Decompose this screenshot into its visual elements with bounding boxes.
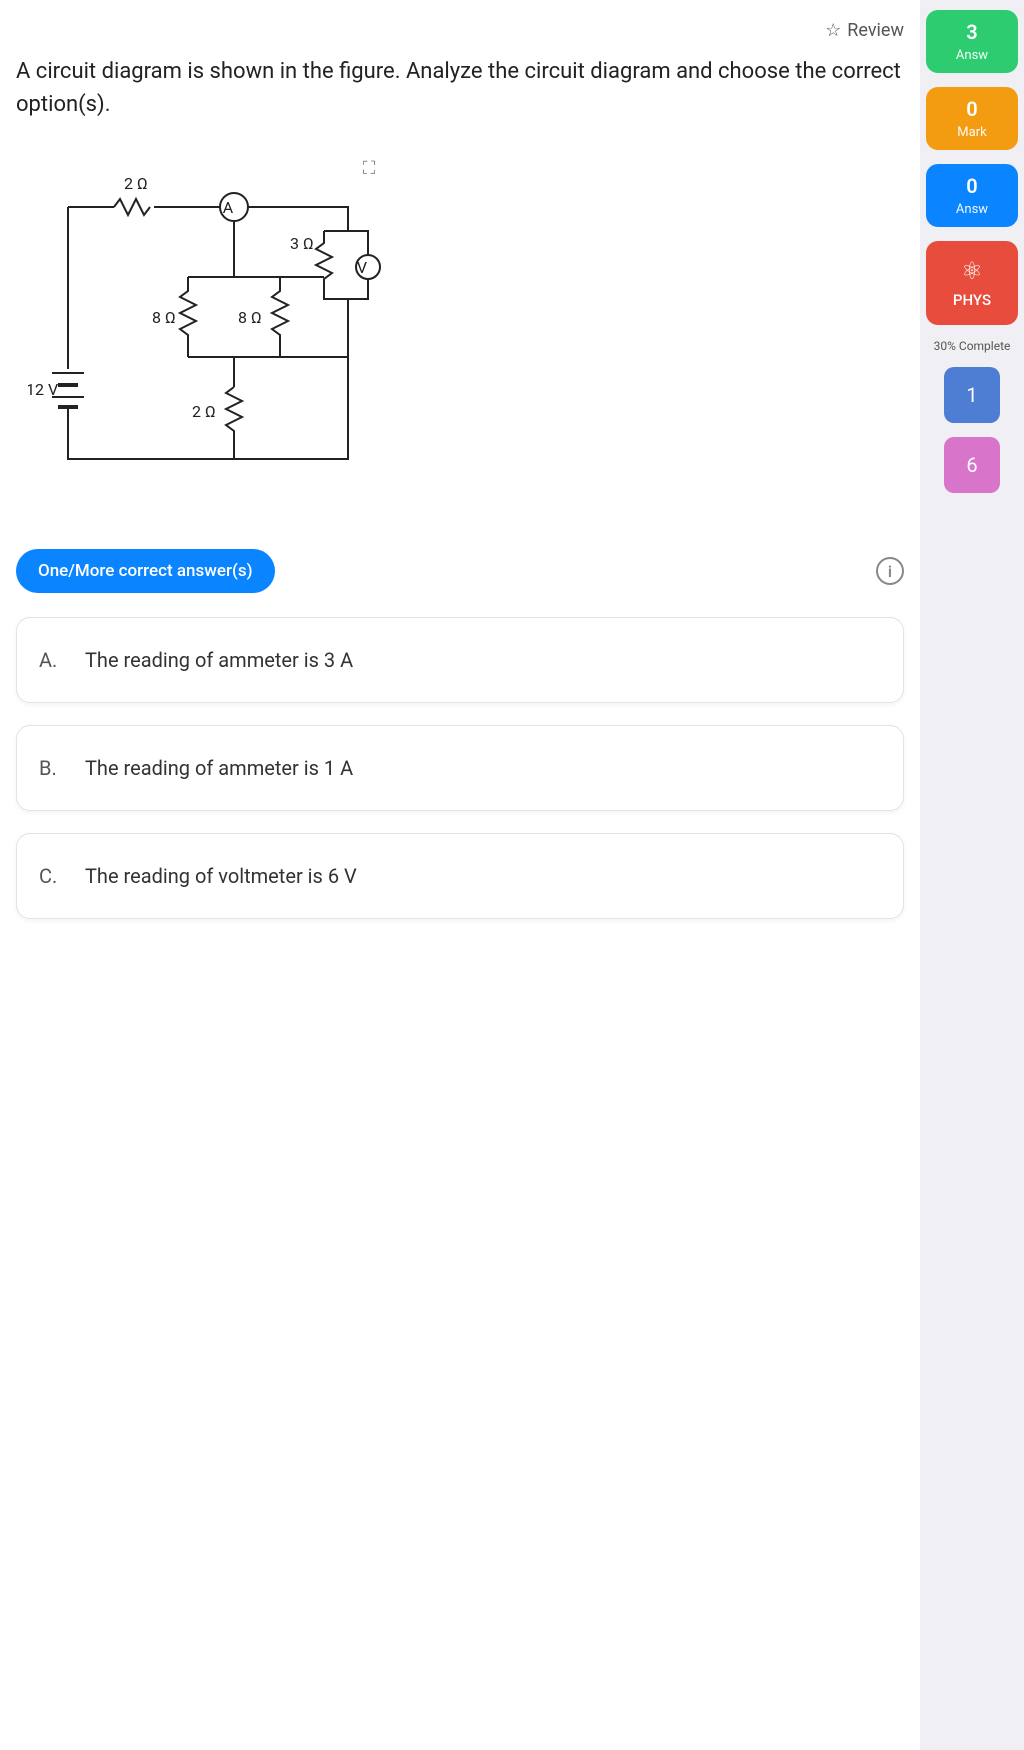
stat-answered[interactable]: 3 Answ — [926, 10, 1018, 73]
option-text: The reading of voltmeter is 6 V — [85, 864, 357, 888]
stat-label: Answ — [956, 48, 988, 63]
stat-count: 0 — [966, 97, 977, 121]
voltmeter-label: V — [357, 258, 367, 277]
expand-icon[interactable]: ⛶ — [356, 155, 382, 181]
stat-count: 0 — [966, 174, 977, 198]
question-text: A circuit diagram is shown in the figure… — [16, 55, 904, 121]
r-2ohm-top: 2 Ω — [124, 174, 148, 193]
question-nav-1[interactable]: 1 — [944, 367, 1000, 423]
info-icon[interactable]: i — [876, 557, 904, 585]
star-icon: ☆ — [825, 20, 841, 41]
review-toggle[interactable]: ☆ Review — [16, 20, 904, 41]
option-text: The reading of ammeter is 1 A — [85, 756, 353, 780]
option-a[interactable]: A. The reading of ammeter is 3 A — [16, 617, 904, 703]
review-label: Review — [847, 20, 904, 41]
option-letter: C. — [39, 864, 65, 888]
r-8ohm-right: 8 Ω — [238, 308, 262, 327]
subject-card[interactable]: ⚛ PHYS — [926, 241, 1018, 325]
stat-count: 3 — [966, 20, 977, 44]
question-nav-6[interactable]: 6 — [944, 437, 1000, 493]
option-c[interactable]: C. The reading of voltmeter is 6 V — [16, 833, 904, 919]
r-3ohm: 3 Ω — [290, 234, 314, 253]
stat-marked[interactable]: 0 Mark — [926, 87, 1018, 150]
r-8ohm-left: 8 Ω — [152, 308, 176, 327]
r-2ohm-bottom: 2 Ω — [192, 402, 216, 421]
ammeter-label: A — [223, 198, 234, 217]
circuit-diagram: ⛶ — [28, 149, 388, 509]
atom-icon: ⚛ — [961, 257, 983, 285]
option-letter: B. — [39, 756, 65, 780]
option-letter: A. — [39, 648, 65, 672]
stat-label: Mark — [957, 125, 986, 140]
option-b[interactable]: B. The reading of ammeter is 1 A — [16, 725, 904, 811]
stat-label: Answ — [956, 202, 988, 217]
battery-label: 12 V — [28, 380, 58, 399]
stats-sidebar: 3 Answ 0 Mark 0 Answ ⚛ PHYS 30% Complete… — [920, 0, 1024, 1750]
progress-label: 30% Complete — [926, 339, 1018, 353]
subject-name: PHYS — [953, 291, 991, 309]
answer-type-pill: One/More correct answer(s) — [16, 549, 275, 593]
stat-answered-marked[interactable]: 0 Answ — [926, 164, 1018, 227]
option-text: The reading of ammeter is 3 A — [85, 648, 353, 672]
